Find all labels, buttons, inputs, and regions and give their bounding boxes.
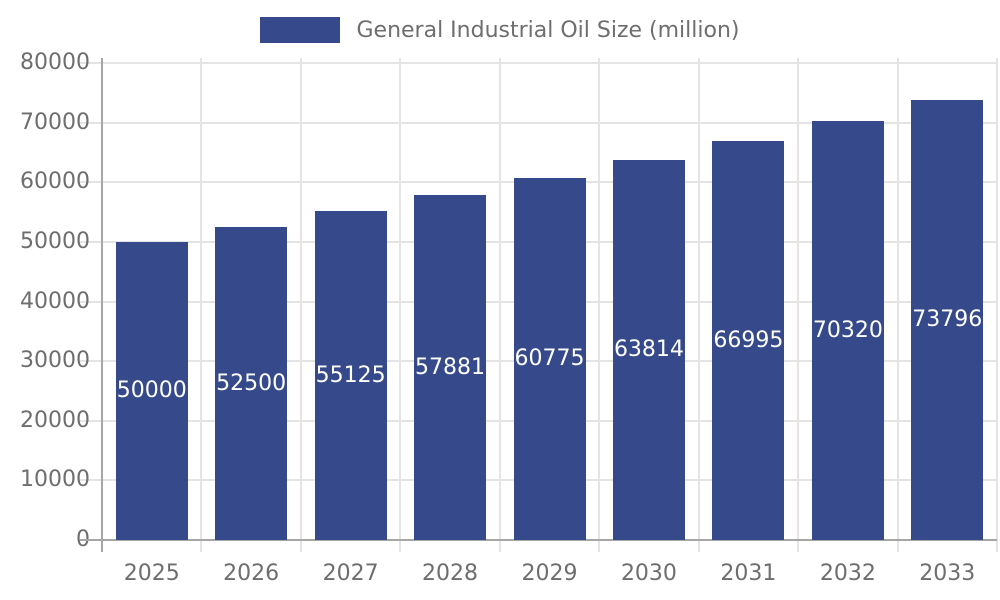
bar-2031[interactable]: 66995 (712, 140, 785, 540)
x-axis-tick-label: 2033 (919, 561, 976, 586)
bar-2028[interactable]: 57881 (414, 194, 487, 540)
x-axis-tick-label: 2032 (819, 561, 876, 586)
x-axis-line (80, 539, 997, 541)
y-axis-tick-label: 60000 (20, 169, 90, 195)
legend[interactable]: General Industrial Oil Size (million) (0, 17, 1000, 43)
y-axis-tick-label: 0 (76, 527, 90, 552)
bar-value-label: 57881 (415, 354, 486, 380)
bar-value-label: 52500 (216, 370, 287, 396)
x-axis-tick-label: 2031 (720, 561, 777, 586)
x-axis-tick-label: 2026 (223, 561, 280, 586)
bar-2032[interactable]: 70320 (811, 120, 884, 540)
x-gridline (399, 58, 402, 552)
bar-2029[interactable]: 60775 (513, 177, 586, 540)
y-gridline (80, 121, 997, 124)
x-axis-tick-label: 2030 (620, 561, 677, 586)
legend-swatch (260, 17, 341, 43)
x-axis-tick-label: 2027 (322, 561, 379, 586)
x-axis-tick-label: 2025 (123, 561, 180, 586)
y-axis-tick-label: 30000 (20, 348, 90, 374)
bar-value-label: 55125 (315, 363, 386, 389)
x-axis-tick-label: 2029 (521, 561, 578, 586)
bar-value-label: 50000 (116, 378, 187, 404)
x-gridline (498, 58, 501, 552)
x-gridline (896, 58, 899, 552)
y-gridline (80, 62, 997, 64)
x-gridline (797, 58, 800, 552)
bar-value-label: 73796 (912, 307, 983, 333)
x-axis-tick-label: 2028 (422, 561, 479, 586)
bar-2026[interactable]: 52500 (215, 226, 288, 540)
bar-value-label: 70320 (812, 317, 883, 343)
y-axis-tick-label: 50000 (20, 228, 90, 254)
x-gridline (299, 58, 302, 552)
bar-value-label: 66995 (713, 327, 784, 353)
y-axis-tick-label: 40000 (20, 288, 90, 314)
y-axis-tick-label: 80000 (20, 50, 90, 75)
bar-2030[interactable]: 63814 (612, 159, 685, 540)
bar-value-label: 60775 (514, 346, 585, 372)
x-gridline (200, 58, 203, 552)
bar-2025[interactable]: 50000 (115, 241, 188, 540)
y-axis-line (101, 58, 103, 552)
x-gridline (996, 58, 998, 552)
bar-2027[interactable]: 55125 (314, 211, 387, 540)
y-axis-tick-label: 10000 (20, 467, 90, 493)
x-gridline (598, 58, 601, 552)
x-gridline (697, 58, 700, 552)
legend-label: General Industrial Oil Size (million) (356, 17, 740, 43)
bar-2033[interactable]: 73796 (911, 99, 984, 540)
y-axis-tick-label: 70000 (20, 109, 90, 135)
y-axis-tick-label: 20000 (20, 407, 90, 433)
bar-value-label: 63814 (613, 337, 684, 363)
